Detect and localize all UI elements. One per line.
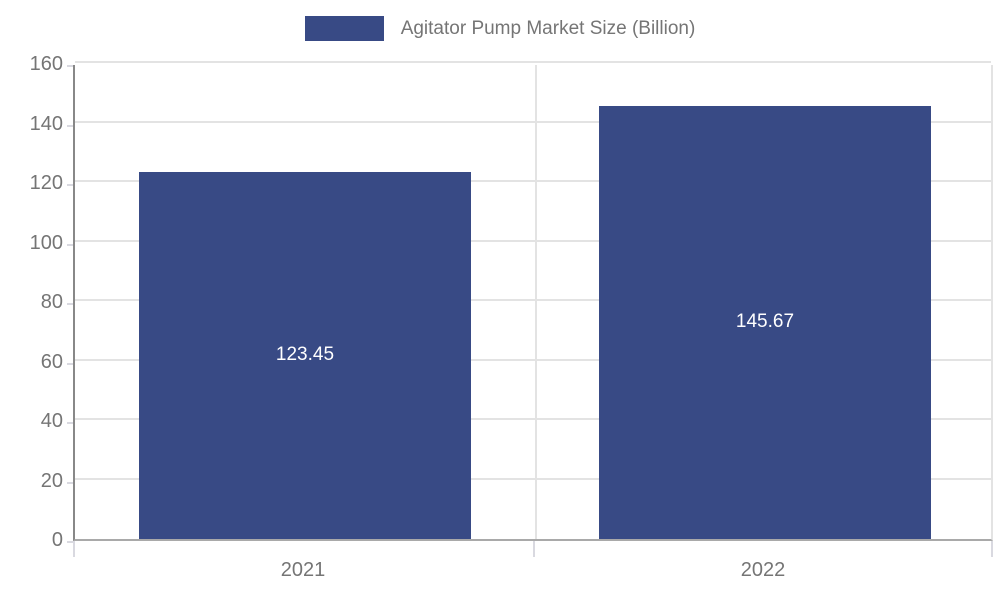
- x-gridline: [535, 65, 537, 539]
- legend-swatch: [304, 16, 384, 41]
- y-axis-tick-label: 0: [51, 529, 63, 551]
- y-axis-tick-mark: [67, 362, 73, 365]
- y-gridline: [75, 299, 991, 301]
- y-axis-tick-mark: [67, 243, 73, 246]
- y-axis-tick-mark: [67, 303, 73, 305]
- y-gridline: [75, 358, 991, 361]
- y-axis-tick-label: 60: [40, 350, 63, 373]
- x-axis-tick-mark: [533, 541, 535, 557]
- y-axis-tick-label: 80: [40, 291, 63, 313]
- y-gridline: [75, 239, 991, 242]
- x-axis-tick-label: 2021: [280, 559, 326, 581]
- bar-2022: 145.67: [599, 105, 931, 539]
- bar-value-label: 145.67: [735, 311, 795, 333]
- bar-2021: 123.45: [139, 171, 471, 539]
- y-axis-tick-mark: [67, 65, 73, 67]
- x-axis-tick-mark: [991, 541, 993, 557]
- y-axis-tick-label: 160: [29, 53, 63, 75]
- y-gridline: [75, 61, 991, 63]
- plot-area: 123.45 145.67: [73, 61, 993, 541]
- y-axis-tick-label: 20: [40, 469, 63, 492]
- y-gridline: [75, 418, 991, 420]
- y-axis-tick-mark: [67, 422, 73, 424]
- legend-label: Agitator Pump Market Size (Billion): [400, 17, 696, 39]
- y-axis-tick-mark: [67, 124, 73, 127]
- chart-legend: Agitator Pump Market Size (Billion): [0, 16, 1000, 41]
- y-axis-tick-label: 100: [29, 231, 63, 254]
- y-axis-tick-label: 40: [40, 410, 63, 432]
- y-gridline: [75, 180, 991, 182]
- y-axis-tick-label: 120: [29, 172, 63, 194]
- x-axis-tick-mark: [73, 541, 75, 557]
- y-axis-tick-label: 140: [29, 112, 63, 135]
- y-axis-tick-mark: [67, 541, 73, 543]
- x-axis-tick-label: 2022: [740, 559, 786, 581]
- y-axis-tick-mark: [67, 481, 73, 484]
- y-axis-tick-mark: [67, 184, 73, 186]
- y-gridline: [75, 477, 991, 480]
- bar-value-label: 123.45: [275, 344, 335, 366]
- y-gridline: [75, 120, 991, 123]
